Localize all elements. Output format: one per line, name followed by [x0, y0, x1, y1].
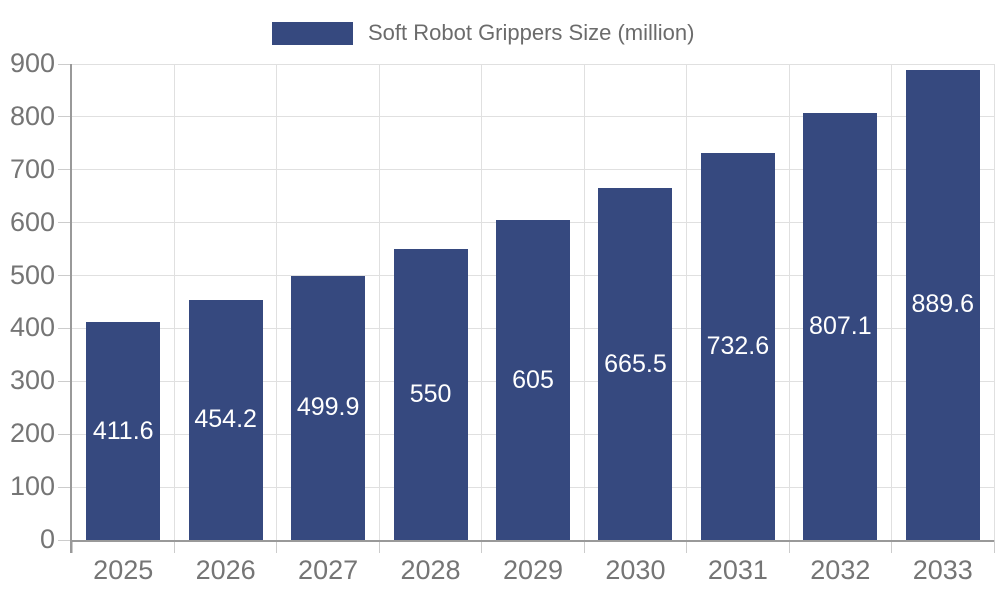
gridline-vertical — [378, 64, 380, 540]
gridline-vertical — [276, 64, 278, 540]
gridline-horizontal — [72, 169, 994, 171]
gridline-vertical — [173, 64, 175, 540]
bar-value-label: 499.9 — [296, 393, 360, 422]
y-tick-mark — [58, 169, 72, 171]
gridline-vertical — [686, 64, 688, 540]
bar[interactable]: 605 — [496, 220, 570, 540]
y-tick-mark — [58, 275, 72, 277]
bar[interactable]: 499.9 — [291, 275, 366, 540]
y-tick-mark — [58, 116, 72, 118]
y-tick-mark — [58, 380, 72, 382]
y-axis-tick-label: 200 — [9, 418, 55, 449]
legend-swatch-icon[interactable] — [272, 21, 353, 45]
x-tick-mark — [993, 540, 995, 553]
bar[interactable]: 665.5 — [598, 188, 673, 540]
y-axis-tick-label: 800 — [9, 100, 55, 131]
gridline-vertical — [993, 64, 995, 540]
x-axis-tick-label: 2029 — [502, 555, 564, 585]
y-axis-tick-label: 400 — [9, 312, 55, 343]
x-axis-tick-label: 2031 — [707, 555, 768, 585]
x-axis-tick-label: 2033 — [912, 555, 973, 585]
x-tick-mark — [71, 540, 73, 553]
x-tick-mark — [583, 540, 585, 553]
bar[interactable]: 411.6 — [86, 322, 161, 540]
x-tick-mark — [686, 540, 688, 553]
x-tick-mark — [276, 540, 278, 553]
gridline-horizontal — [72, 116, 994, 118]
y-axis-tick-label: 100 — [9, 470, 55, 501]
y-axis-tick-label: 600 — [9, 206, 55, 237]
y-axis-tick-label: 900 — [9, 47, 55, 78]
x-axis-tick-label: 2026 — [195, 555, 256, 585]
x-tick-mark — [891, 540, 893, 553]
gridline-vertical — [583, 64, 585, 540]
y-tick-mark — [58, 63, 72, 65]
bar-value-label: 454.2 — [194, 405, 257, 434]
legend[interactable]: Soft Robot Grippers Size (million) — [272, 20, 694, 46]
bar[interactable]: 550 — [393, 249, 468, 540]
y-tick-mark — [58, 539, 72, 541]
x-axis-line — [70, 540, 994, 542]
bar[interactable]: 807.1 — [803, 113, 878, 540]
bar[interactable]: 732.6 — [700, 152, 775, 540]
y-axis-tick-label: 700 — [9, 153, 55, 184]
y-tick-mark — [58, 327, 72, 329]
bar-value-label: 889.6 — [911, 290, 975, 319]
y-tick-mark — [58, 222, 72, 224]
y-axis-tick-label: 500 — [9, 259, 55, 290]
y-axis-tick-label: 0 — [39, 523, 55, 554]
y-tick-mark — [58, 486, 72, 488]
bar-value-label: 411.6 — [92, 416, 154, 445]
bar[interactable]: 889.6 — [905, 69, 980, 540]
x-tick-mark — [378, 540, 380, 553]
legend-label[interactable]: Soft Robot Grippers Size (million) — [368, 20, 695, 45]
gridline-vertical — [481, 64, 483, 540]
bar-value-label: 732.6 — [706, 331, 770, 360]
x-tick-mark — [173, 540, 175, 553]
x-axis-tick-label: 2025 — [93, 555, 154, 585]
gridline-horizontal — [72, 63, 994, 65]
gridline-vertical — [891, 64, 893, 540]
gridline-vertical — [788, 64, 790, 540]
y-axis-tick-label: 300 — [9, 365, 55, 396]
bar-value-label: 807.1 — [809, 312, 872, 341]
bar-value-label: 550 — [409, 380, 452, 409]
x-axis-tick-label: 2028 — [400, 555, 461, 585]
bar-value-label: 665.5 — [604, 349, 667, 378]
x-axis-tick-label: 2027 — [298, 555, 359, 585]
x-tick-mark — [481, 540, 483, 553]
bar[interactable]: 454.2 — [188, 299, 263, 540]
bar-value-label: 605 — [512, 365, 554, 394]
x-axis-tick-label: 2032 — [810, 555, 871, 585]
y-tick-mark — [58, 433, 72, 435]
x-tick-mark — [788, 540, 790, 553]
x-axis-tick-label: 2030 — [605, 555, 666, 585]
y-axis-line — [70, 64, 72, 553]
